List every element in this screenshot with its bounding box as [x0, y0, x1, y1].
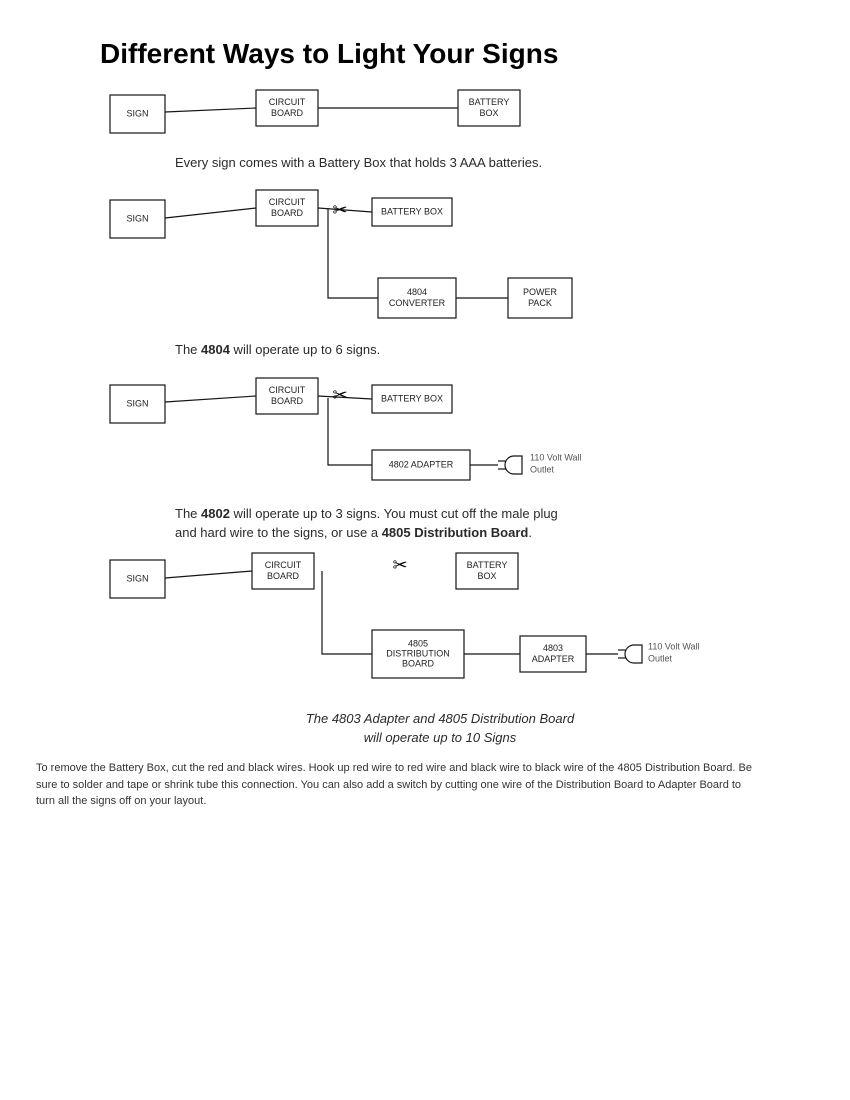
- svg-text:BATTERY: BATTERY: [467, 560, 508, 570]
- svg-text:ADAPTER: ADAPTER: [532, 654, 575, 664]
- d4-plug-icon: [618, 645, 642, 663]
- svg-text:Outlet: Outlet: [648, 653, 673, 663]
- svg-text:4805: 4805: [408, 638, 428, 648]
- svg-text:CIRCUIT: CIRCUIT: [265, 560, 302, 570]
- svg-text:BOX: BOX: [477, 571, 496, 581]
- d4-battery-box: BATTERYBOX: [456, 553, 518, 589]
- footer-text: To remove the Battery Box, cut the red a…: [36, 760, 756, 810]
- svg-text:SIGN: SIGN: [126, 573, 148, 583]
- svg-text:BOARD: BOARD: [267, 571, 300, 581]
- d4-dist-box: 4805DISTRIBUTIONBOARD: [372, 630, 464, 678]
- d4-adapter-box: 4803ADAPTER: [520, 636, 586, 672]
- diagram-4: SIGN CIRCUITBOARD BATTERYBOX 4805DISTRIB…: [0, 0, 850, 720]
- svg-text:4803: 4803: [543, 643, 563, 653]
- d4-sign-box: SIGN: [110, 560, 165, 598]
- svg-text:✂: ✂: [392, 555, 407, 575]
- d4-scissors-icon: ✂: [392, 555, 407, 575]
- caption-4-line1: The 4803 Adapter and 4805 Distribution B…: [306, 711, 574, 726]
- d4-circuit-box: CIRCUITBOARD: [252, 553, 314, 589]
- page: Different Ways to Light Your Signs SIGN …: [0, 0, 850, 1100]
- caption-4: The 4803 Adapter and 4805 Distribution B…: [260, 710, 620, 748]
- svg-text:BOARD: BOARD: [402, 658, 435, 668]
- caption-4-line2: will operate up to 10 Signs: [364, 730, 516, 745]
- d4-outlet-label: 110 Volt Wall Outlet: [648, 641, 700, 663]
- svg-text:110 Volt Wall: 110 Volt Wall: [648, 641, 700, 651]
- svg-text:DISTRIBUTION: DISTRIBUTION: [386, 648, 450, 658]
